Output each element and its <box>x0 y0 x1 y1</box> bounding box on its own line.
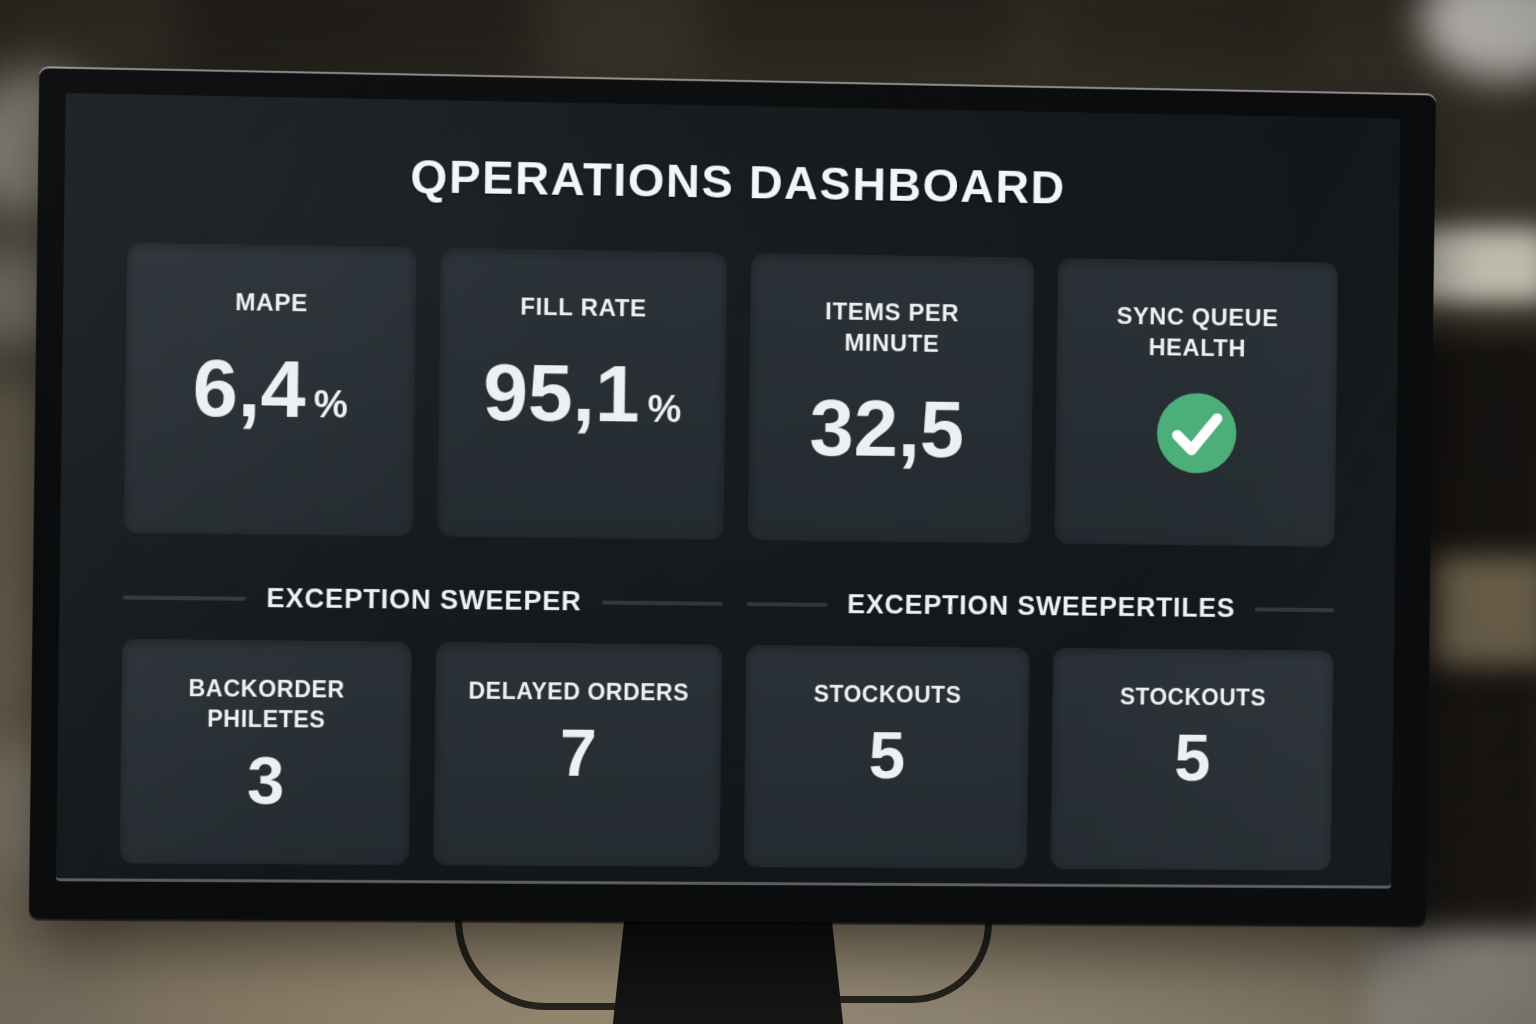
exception-value: 5 <box>868 717 906 793</box>
section-title: EXCEPTION SWEEPERTILES <box>846 589 1236 624</box>
exception-card-backorder: BACKORDER PHILETES 3 <box>119 638 412 866</box>
kpi-value: 32,5 <box>808 383 973 475</box>
section-header-exception-sweeper: EXCEPTION SWEEPER <box>122 581 723 618</box>
exception-label: BACKORDER PHILETES <box>188 674 346 733</box>
exception-card-stockouts-2: STOCKOUTS 5 <box>1050 648 1334 871</box>
dashboard-screen: QPERATIONS DASHBOARD MAPE 6,4 % FILL RAT… <box>56 93 1401 886</box>
kpi-number: 32,5 <box>808 383 965 475</box>
exception-label: DELAYED ORDERS <box>468 677 690 706</box>
exception-label: STOCKOUTS <box>1119 683 1267 711</box>
kpi-card-mape: MAPE 6,4 % <box>123 242 417 537</box>
divider-line <box>746 601 828 607</box>
monitor-bezel: QPERATIONS DASHBOARD MAPE 6,4 % FILL RAT… <box>28 68 1436 926</box>
section-title: EXCEPTION SWEEPER <box>266 582 582 617</box>
page-title: QPERATIONS DASHBOARD <box>410 148 1066 214</box>
section-header-exception-sweepertiles: EXCEPTION SWEEPERTILES <box>746 588 1335 625</box>
divider-line <box>601 600 723 606</box>
exception-label: STOCKOUTS <box>813 680 962 708</box>
kpi-label: ITEMS PER MINUTE <box>825 298 960 359</box>
kpi-label: MAPE <box>234 288 309 318</box>
section-header-row: EXCEPTION SWEEPER EXCEPTION SWEEPERTILES <box>122 581 1335 625</box>
kpi-value: 95,1 % <box>482 347 682 439</box>
exception-card-delayed-orders: DELAYED ORDERS 7 <box>433 642 723 867</box>
exception-value: 7 <box>559 715 598 790</box>
kpi-label: FILL RATE <box>520 293 647 323</box>
kpi-value: 6,4 % <box>192 343 349 435</box>
exception-value: 3 <box>246 742 285 818</box>
exception-card-stockouts-1: STOCKOUTS 5 <box>743 645 1030 869</box>
exception-card-row: BACKORDER PHILETES 3 DELAYED ORDERS 7 ST… <box>119 638 1334 871</box>
kpi-card-sync-queue-health: SYNC QUEUE HEALTH <box>1054 258 1339 547</box>
kpi-unit: % <box>313 384 349 427</box>
kpi-unit: % <box>647 388 682 432</box>
dashboard-content: QPERATIONS DASHBOARD MAPE 6,4 % FILL RAT… <box>56 93 1400 886</box>
kpi-card-items-per-minute: ITEMS PER MINUTE 32,5 <box>747 253 1035 544</box>
divider-line <box>1254 606 1334 612</box>
kpi-card-fill-rate: FILL RATE 95,1 % <box>437 248 728 540</box>
divider-line <box>122 595 247 601</box>
kpi-number: 95,1 <box>482 347 641 439</box>
kpi-card-row: MAPE 6,4 % FILL RATE 95,1 % <box>123 242 1339 547</box>
check-circle-icon <box>1152 389 1240 482</box>
kpi-label: SYNC QUEUE HEALTH <box>1116 302 1279 363</box>
exception-value: 5 <box>1173 720 1211 795</box>
kpi-number: 6,4 <box>192 343 307 435</box>
